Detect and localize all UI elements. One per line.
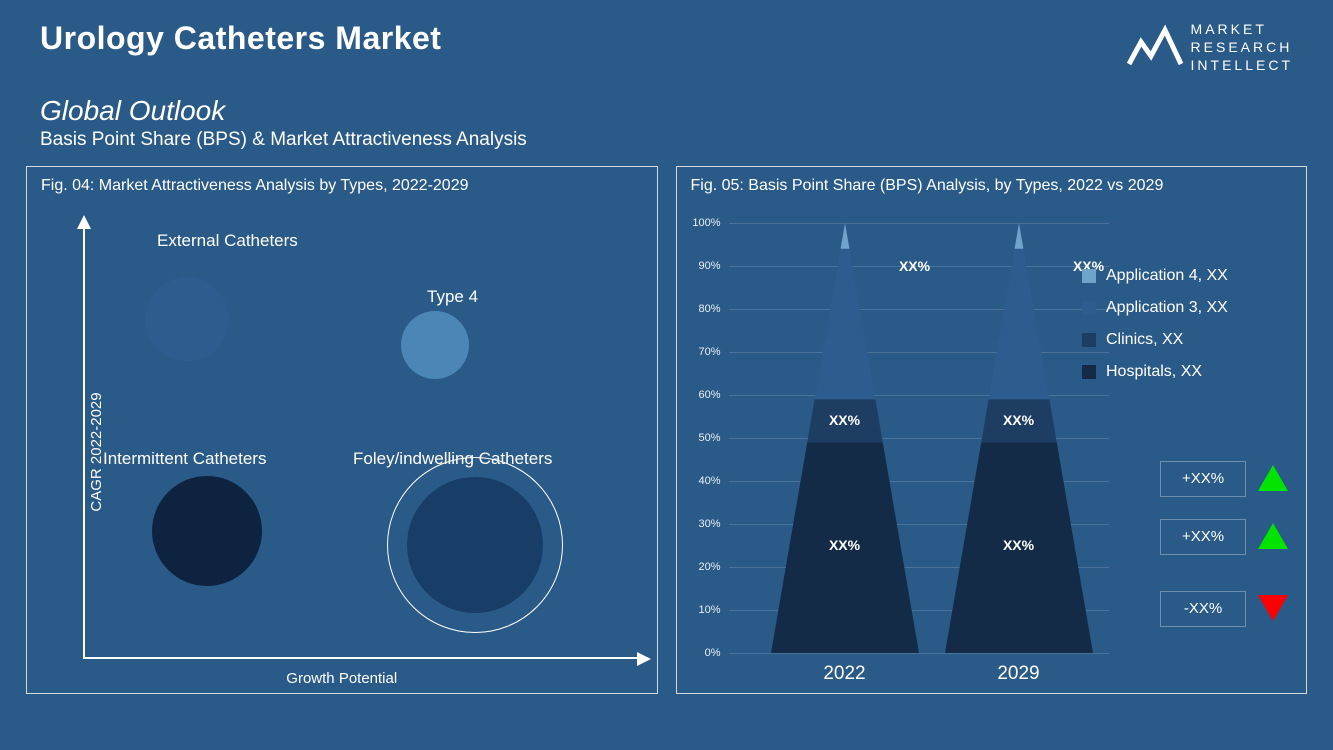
cone-pct-label: XX%	[829, 537, 860, 553]
cone-pct-label: XX%	[1003, 537, 1034, 553]
legend-item: Application 4, XX	[1082, 267, 1292, 285]
charts-row: Fig. 04: Market Attractiveness Analysis …	[0, 156, 1333, 694]
y-tick-label: 60%	[698, 389, 720, 401]
bubble	[407, 477, 543, 613]
fig4-box: Fig. 04: Market Attractiveness Analysis …	[26, 166, 658, 694]
triangle-down-icon	[1258, 595, 1288, 621]
cone-year-label: 2022	[823, 663, 865, 685]
gridline	[729, 653, 1109, 654]
fig5-legend: Application 4, XX Application 3, XX Clinic…	[1082, 267, 1292, 395]
fig5-box: Fig. 05: Basis Point Share (BPS) Analysi…	[676, 166, 1308, 694]
bubble-label: Intermittent Catheters	[103, 449, 266, 469]
triangle-up-icon	[1258, 523, 1288, 549]
brand-logo: MARKET RESEARCH INTELLECT	[1127, 20, 1293, 75]
y-tick-label: 0%	[705, 647, 721, 659]
change-badge: -XX%	[1160, 591, 1246, 627]
subheader: Global Outlook Basis Point Share (BPS) &…	[0, 85, 1333, 156]
legend-label: Application 3, XX	[1106, 299, 1228, 317]
fig4-caption: Fig. 04: Market Attractiveness Analysis …	[27, 167, 657, 203]
logo-line-2: RESEARCH	[1191, 38, 1293, 56]
y-tick-label: 40%	[698, 475, 720, 487]
page-title: Urology Catheters Market	[40, 20, 441, 57]
legend-swatch-icon	[1082, 365, 1096, 379]
logo-line-1: MARKET	[1191, 20, 1293, 38]
fig5-grid: 0%10%20%30%40%50%60%70%80%90%100%XX%XX%X…	[729, 223, 1109, 653]
bubble	[145, 277, 229, 361]
legend-swatch-icon	[1082, 333, 1096, 347]
y-tick-label: 30%	[698, 518, 720, 530]
cone-pct-label: XX%	[1003, 412, 1034, 428]
legend-label: Clinics, XX	[1106, 331, 1183, 349]
x-axis-line	[83, 657, 641, 659]
legend-item: Application 3, XX	[1082, 299, 1292, 317]
change-badge: +XX%	[1160, 519, 1246, 555]
y-tick-label: 10%	[698, 604, 720, 616]
x-axis-label: Growth Potential	[286, 670, 397, 687]
y-axis-arrow-icon	[77, 215, 91, 229]
bubble-label: External Catheters	[157, 231, 298, 251]
y-tick-label: 90%	[698, 260, 720, 272]
legend-label: Hospitals, XX	[1106, 363, 1202, 381]
cone-pct-label: XX%	[829, 412, 860, 428]
legend-item: Hospitals, XX	[1082, 363, 1292, 381]
subtitle-1: Global Outlook	[40, 95, 1293, 127]
bubble-label: Foley/indwelling Catheters	[353, 449, 552, 469]
fig5-plot: 0% 10% 20% 30% 40% 50% 60% 70% 80% 90% 100% XX% XX% X…	[677, 211, 1307, 693]
triangle-up-icon	[1258, 465, 1288, 491]
cone-chart	[771, 223, 919, 653]
legend-swatch-icon	[1082, 301, 1096, 315]
x-axis-arrow-icon	[637, 652, 651, 666]
bubble-label: Type 4	[427, 287, 478, 307]
y-tick-label: 70%	[698, 346, 720, 358]
cone-chart	[945, 223, 1093, 653]
fig4-plot: CAGR 2022-2029 Growth Potential External…	[27, 211, 657, 693]
change-badge: +XX%	[1160, 461, 1246, 497]
logo-line-3: INTELLECT	[1191, 56, 1293, 74]
y-tick-label: 100%	[692, 217, 720, 229]
cone-pct-label: XX%	[899, 258, 930, 274]
y-axis-line	[83, 225, 85, 659]
header: Urology Catheters Market MARKET RESEARCH…	[0, 0, 1333, 85]
cone-year-label: 2029	[997, 663, 1039, 685]
legend-swatch-icon	[1082, 269, 1096, 283]
fig5-caption: Fig. 05: Basis Point Share (BPS) Analysi…	[677, 167, 1307, 203]
y-tick-label: 20%	[698, 561, 720, 573]
subtitle-2: Basis Point Share (BPS) & Market Attract…	[40, 129, 1293, 151]
logo-icon	[1127, 24, 1183, 70]
y-tick-label: 80%	[698, 303, 720, 315]
y-tick-label: 50%	[698, 432, 720, 444]
legend-item: Clinics, XX	[1082, 331, 1292, 349]
logo-text: MARKET RESEARCH INTELLECT	[1191, 20, 1293, 75]
bubble	[152, 476, 262, 586]
bubble	[401, 311, 469, 379]
legend-label: Application 4, XX	[1106, 267, 1228, 285]
